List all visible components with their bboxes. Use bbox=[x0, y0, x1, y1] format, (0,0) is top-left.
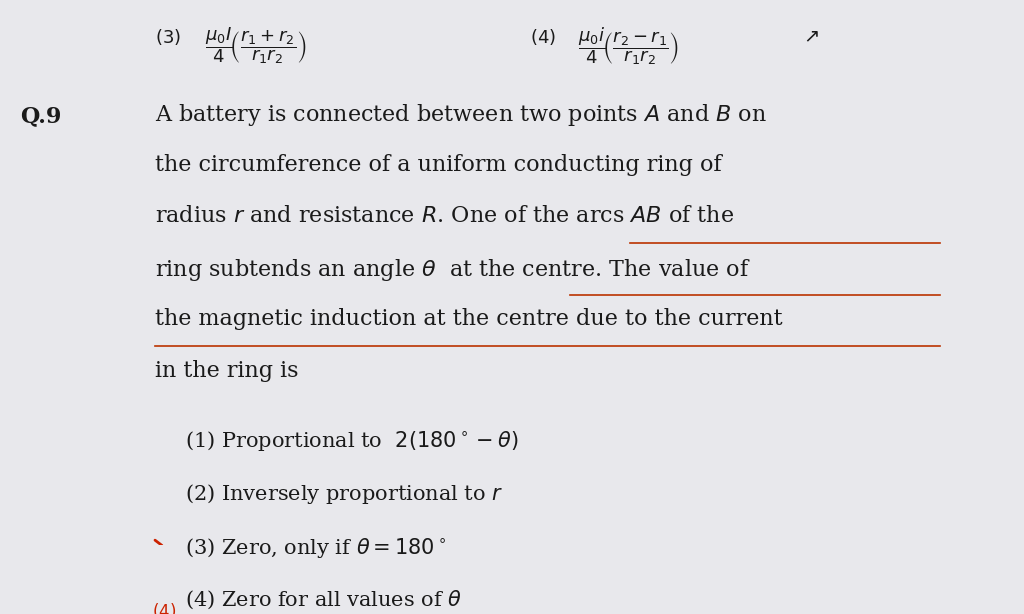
Text: the magnetic induction at the centre due to the current: the magnetic induction at the centre due… bbox=[155, 308, 782, 330]
Text: $\dfrac{\mu_0 i}{4}\!\left(\dfrac{r_2-r_1}{r_1 r_2}\right)$: $\dfrac{\mu_0 i}{4}\!\left(\dfrac{r_2-r_… bbox=[578, 25, 679, 66]
Text: the circumference of a uniform conducting ring of: the circumference of a uniform conductin… bbox=[155, 154, 722, 176]
Text: (1) Proportional to  $2(180^\circ-\theta)$: (1) Proportional to $2(180^\circ-\theta)… bbox=[185, 429, 518, 453]
Text: $(4)$: $(4)$ bbox=[152, 602, 176, 614]
Text: (3) Zero, only if $\theta = 180^\circ$: (3) Zero, only if $\theta = 180^\circ$ bbox=[185, 536, 446, 560]
Text: $\dfrac{\mu_0 I}{4}\!\left(\dfrac{r_1+r_2}{r_1 r_2}\right)$: $\dfrac{\mu_0 I}{4}\!\left(\dfrac{r_1+r_… bbox=[205, 25, 306, 66]
Text: (2) Inversely proportional to $r$: (2) Inversely proportional to $r$ bbox=[185, 483, 503, 507]
Text: $(3)$: $(3)$ bbox=[155, 26, 181, 47]
Text: in the ring is: in the ring is bbox=[155, 360, 299, 382]
Text: (4) Zero for all values of $\theta$: (4) Zero for all values of $\theta$ bbox=[185, 589, 462, 612]
Text: radius $r$ and resistance $R$. One of the arcs $AB$ of the: radius $r$ and resistance $R$. One of th… bbox=[155, 205, 734, 227]
Text: $\nearrow$: $\nearrow$ bbox=[800, 28, 819, 47]
Text: Q.9: Q.9 bbox=[20, 105, 61, 127]
Text: $(4)$: $(4)$ bbox=[530, 26, 556, 47]
Text: ring subtends an angle $\theta$  at the centre. The value of: ring subtends an angle $\theta$ at the c… bbox=[155, 257, 751, 283]
Text: A battery is connected between two points $A$ and $B$ on: A battery is connected between two point… bbox=[155, 102, 767, 128]
